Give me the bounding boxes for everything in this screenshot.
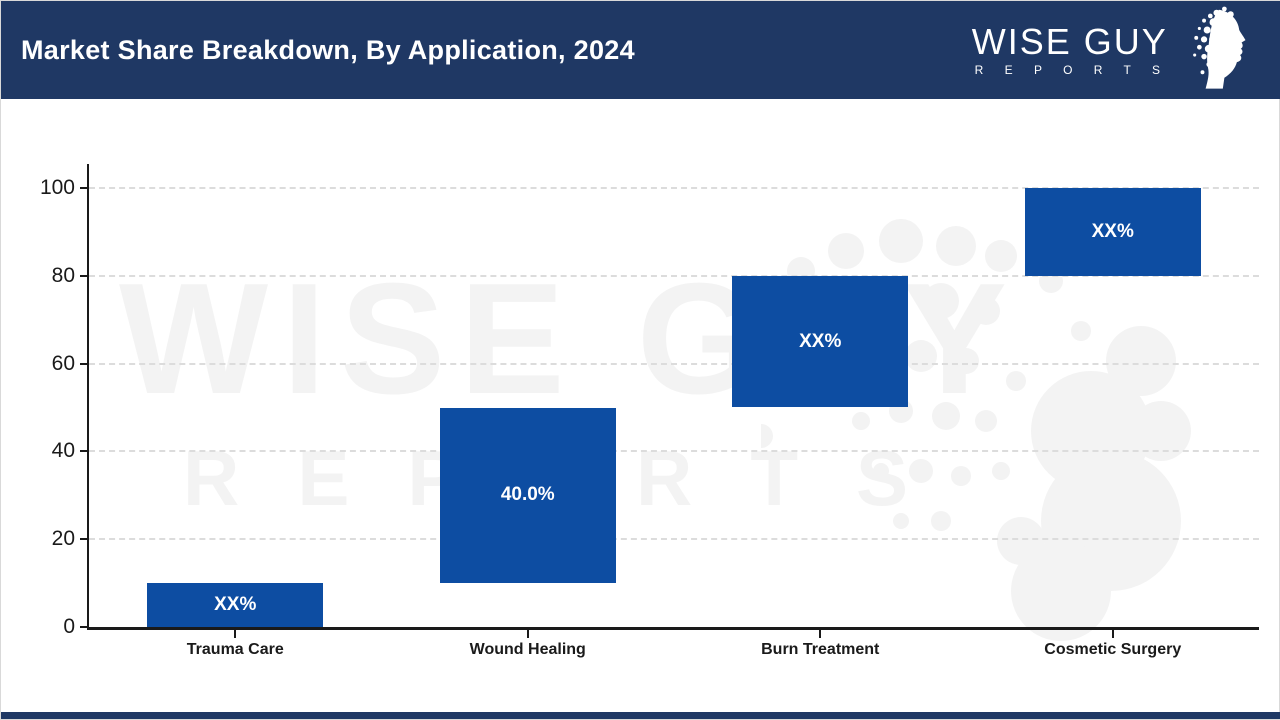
x-tick-label: Cosmetic Surgery [1044, 641, 1182, 658]
y-tick-label: 40 [51, 439, 75, 463]
y-tick [80, 362, 87, 365]
x-tick [526, 630, 529, 638]
watermark-dotted-face [749, 211, 1201, 656]
x-tick [819, 630, 822, 638]
bar-value-label: XX% [214, 594, 257, 616]
gridline [89, 274, 1259, 277]
x-tick-label: Trauma Care [186, 641, 284, 658]
brand-subtitle: R E P O R T S [974, 63, 1169, 77]
bar-burn-treatment: XX% [732, 275, 909, 408]
gridline [89, 362, 1259, 365]
header-bar: Market Share Breakdown, By Application, … [1, 1, 1280, 99]
y-tick [80, 187, 87, 189]
x-tick-label: Burn Treatment [761, 641, 880, 658]
x-tick-label: Wound Healing [469, 641, 586, 658]
y-tick-label: 20 [51, 527, 75, 551]
y-tick-label: 0 [63, 615, 75, 638]
chart-title: Market Share Breakdown, By Application, … [21, 34, 635, 65]
x-tick [234, 630, 237, 638]
gridline [89, 187, 1259, 189]
gridline [89, 450, 1259, 453]
x-tick [1111, 630, 1114, 638]
gridline [89, 538, 1259, 541]
bar-trauma-care: XX% [147, 583, 324, 627]
x-axis [87, 627, 1259, 630]
y-axis [87, 164, 89, 629]
y-tick-label: 100 [39, 176, 75, 199]
y-tick [80, 274, 87, 277]
y-tick [80, 450, 87, 453]
bar-value-label: 40.0% [500, 484, 555, 506]
bar-value-label: XX% [799, 330, 842, 352]
brand-logo-text: WISE GUY R E P O R T S [971, 21, 1169, 77]
y-tick-label: 60 [51, 351, 75, 375]
brand-name: WISE GUY [971, 21, 1168, 62]
y-tick [80, 626, 87, 628]
y-tick-label: 80 [51, 263, 75, 287]
dotted-face-profile-icon [1175, 5, 1255, 96]
bar-cosmetic-surgery: XX% [1024, 188, 1201, 276]
bar-wound-healing: 40.0% [439, 407, 616, 584]
bar-value-label: XX% [1091, 220, 1134, 242]
footer-bar [1, 712, 1280, 719]
y-tick [80, 538, 87, 541]
brand-logo: WISE GUY R E P O R T S [971, 5, 1255, 96]
